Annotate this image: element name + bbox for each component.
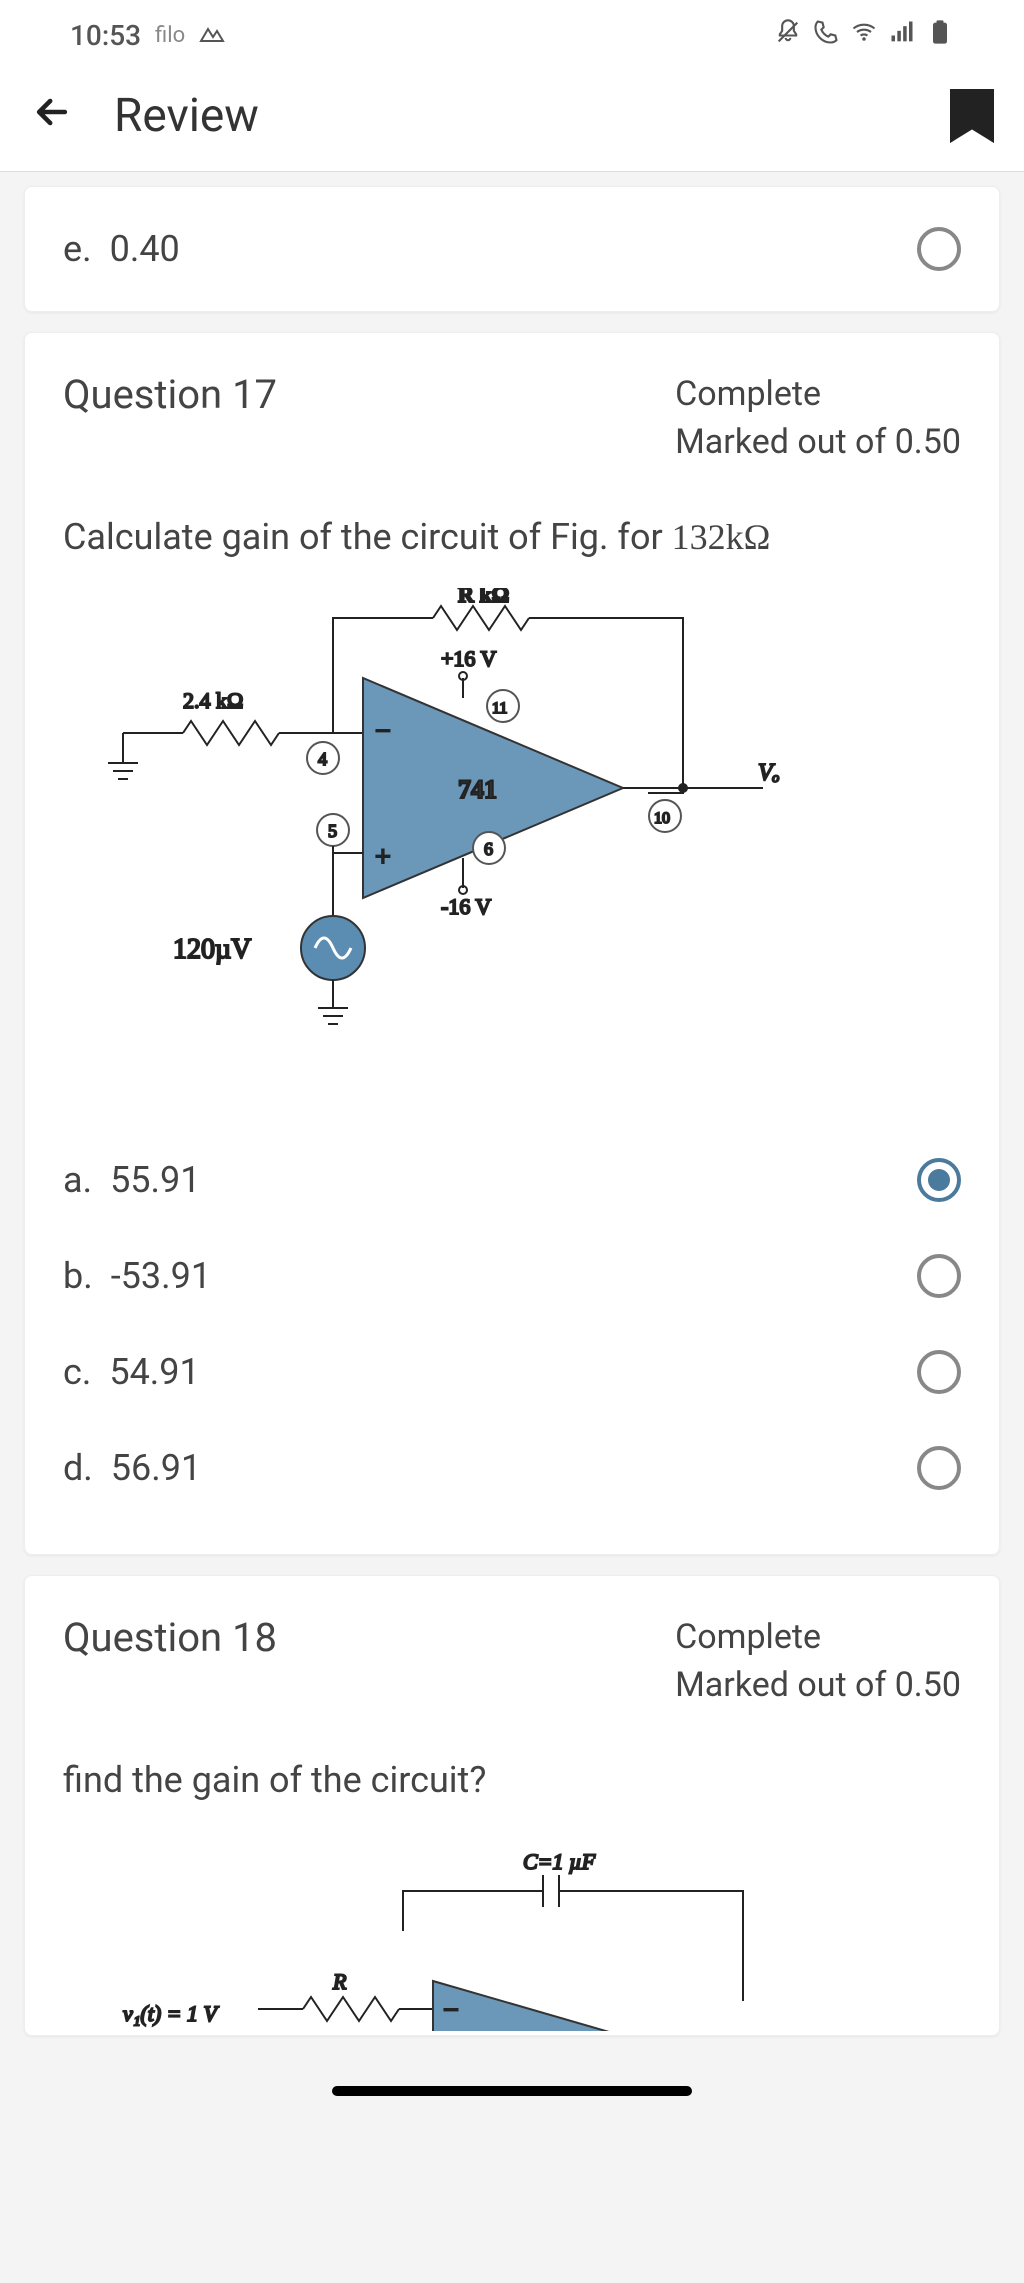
option-text: d. 56.91 (63, 1447, 201, 1489)
option-a[interactable]: a. 55.91 (63, 1132, 961, 1228)
pin-11: 11 (492, 700, 507, 717)
svg-text:+: + (375, 842, 391, 873)
circuit-diagram: R kΩ 2.4 kΩ 741 − + 4 (63, 588, 961, 1092)
question-17-card: Question 17 Complete Marked out of 0.50 … (24, 332, 1000, 1555)
option-d[interactable]: d. 56.91 (63, 1420, 961, 1516)
question-status: Complete Marked out of 0.50 (675, 371, 961, 466)
vin-label: v₁(t) = 1 V (123, 2001, 220, 2026)
status-marks: Marked out of 0.50 (675, 419, 961, 467)
radio-unchecked-icon[interactable] (917, 1446, 961, 1490)
option-value: 56.91 (111, 1447, 201, 1489)
radio-unchecked-icon[interactable] (917, 1350, 961, 1394)
pin-6: 6 (484, 839, 493, 859)
v-minus-label: -16 V (441, 894, 491, 919)
status-right (774, 18, 954, 53)
status-bar: 10:53 filo (0, 0, 1024, 67)
option-letter: d. (63, 1447, 93, 1489)
home-indicator[interactable] (332, 2086, 692, 2096)
status-marks: Marked out of 0.50 (675, 1662, 961, 1710)
v-plus-label: +16 V (441, 646, 497, 671)
option-value: 54.91 (109, 1351, 199, 1393)
vin-label: 120µV (173, 934, 251, 965)
pin-5: 5 (328, 821, 337, 841)
battery-icon (926, 18, 954, 53)
option-value: -53.91 (111, 1255, 211, 1297)
r-label: R (332, 1969, 347, 1994)
option-c[interactable]: c. 54.91 (63, 1324, 961, 1420)
bell-muted-icon (774, 18, 802, 53)
prev-question-card: e. 0.40 (24, 186, 1000, 312)
wifi-icon (850, 18, 878, 53)
vout-label: Vₒ (758, 760, 780, 786)
options-list: a. 55.91 b. -53.91 c. 54.91 d. 56.91 (63, 1132, 961, 1516)
radio-unchecked-icon[interactable] (917, 1254, 961, 1298)
question-prompt: Calculate gain of the circuit of Fig. fo… (63, 516, 961, 558)
r-in-label: 2.4 kΩ (183, 688, 243, 713)
option-value: 0.40 (110, 228, 180, 270)
option-letter: a. (63, 1159, 92, 1201)
option-e[interactable]: e. 0.40 (63, 219, 961, 279)
option-text: b. -53.91 (63, 1255, 211, 1297)
status-complete: Complete (675, 371, 961, 419)
option-letter: c. (63, 1351, 91, 1393)
question-header: Question 17 Complete Marked out of 0.50 (63, 371, 961, 466)
r-feedback-label: R kΩ (458, 588, 509, 607)
option-text: c. 54.91 (63, 1351, 200, 1393)
radio-checked-icon[interactable] (917, 1158, 961, 1202)
svg-text:−: − (375, 716, 391, 747)
signal-icon (888, 18, 916, 53)
radio-unchecked-icon[interactable] (917, 227, 961, 271)
circuit-diagram-18: C=1 µF v₁(t) = 1 V R − (63, 1831, 961, 2035)
back-button[interactable] (30, 90, 74, 142)
svg-text:−: − (443, 1995, 459, 2026)
option-letter: b. (63, 1255, 93, 1297)
clock: 10:53 (70, 19, 141, 52)
option-value: 55.91 (110, 1159, 200, 1201)
option-text: a. 55.91 (63, 1159, 201, 1201)
question-prompt: find the gain of the circuit? (63, 1759, 961, 1801)
question-header: Question 18 Complete Marked out of 0.50 (63, 1614, 961, 1709)
prompt-value: 132kΩ (672, 517, 771, 557)
c-label: C=1 µF (523, 1849, 596, 1874)
pin-4: 4 (318, 749, 327, 769)
bookmark-button[interactable] (950, 89, 994, 143)
status-left: 10:53 filo (70, 19, 225, 52)
question-number: Question 18 (63, 1614, 277, 1661)
mountain-icon (199, 23, 225, 48)
page-title: Review (114, 89, 950, 143)
pin-10: 10 (654, 810, 670, 827)
question-number: Question 17 (63, 371, 277, 418)
option-b[interactable]: b. -53.91 (63, 1228, 961, 1324)
page-header: Review (0, 67, 1024, 172)
question-status: Complete Marked out of 0.50 (675, 1614, 961, 1709)
prompt-prefix: Calculate gain of the circuit of Fig. fo… (63, 516, 672, 558)
option-e-text: e. 0.40 (63, 228, 180, 270)
opamp-label: 741 (458, 775, 497, 804)
status-complete: Complete (675, 1614, 961, 1662)
question-18-card: Question 18 Complete Marked out of 0.50 … (24, 1575, 1000, 2036)
app-name: filo (155, 23, 185, 48)
phone-icon (812, 18, 840, 53)
option-letter: e. (63, 228, 92, 270)
